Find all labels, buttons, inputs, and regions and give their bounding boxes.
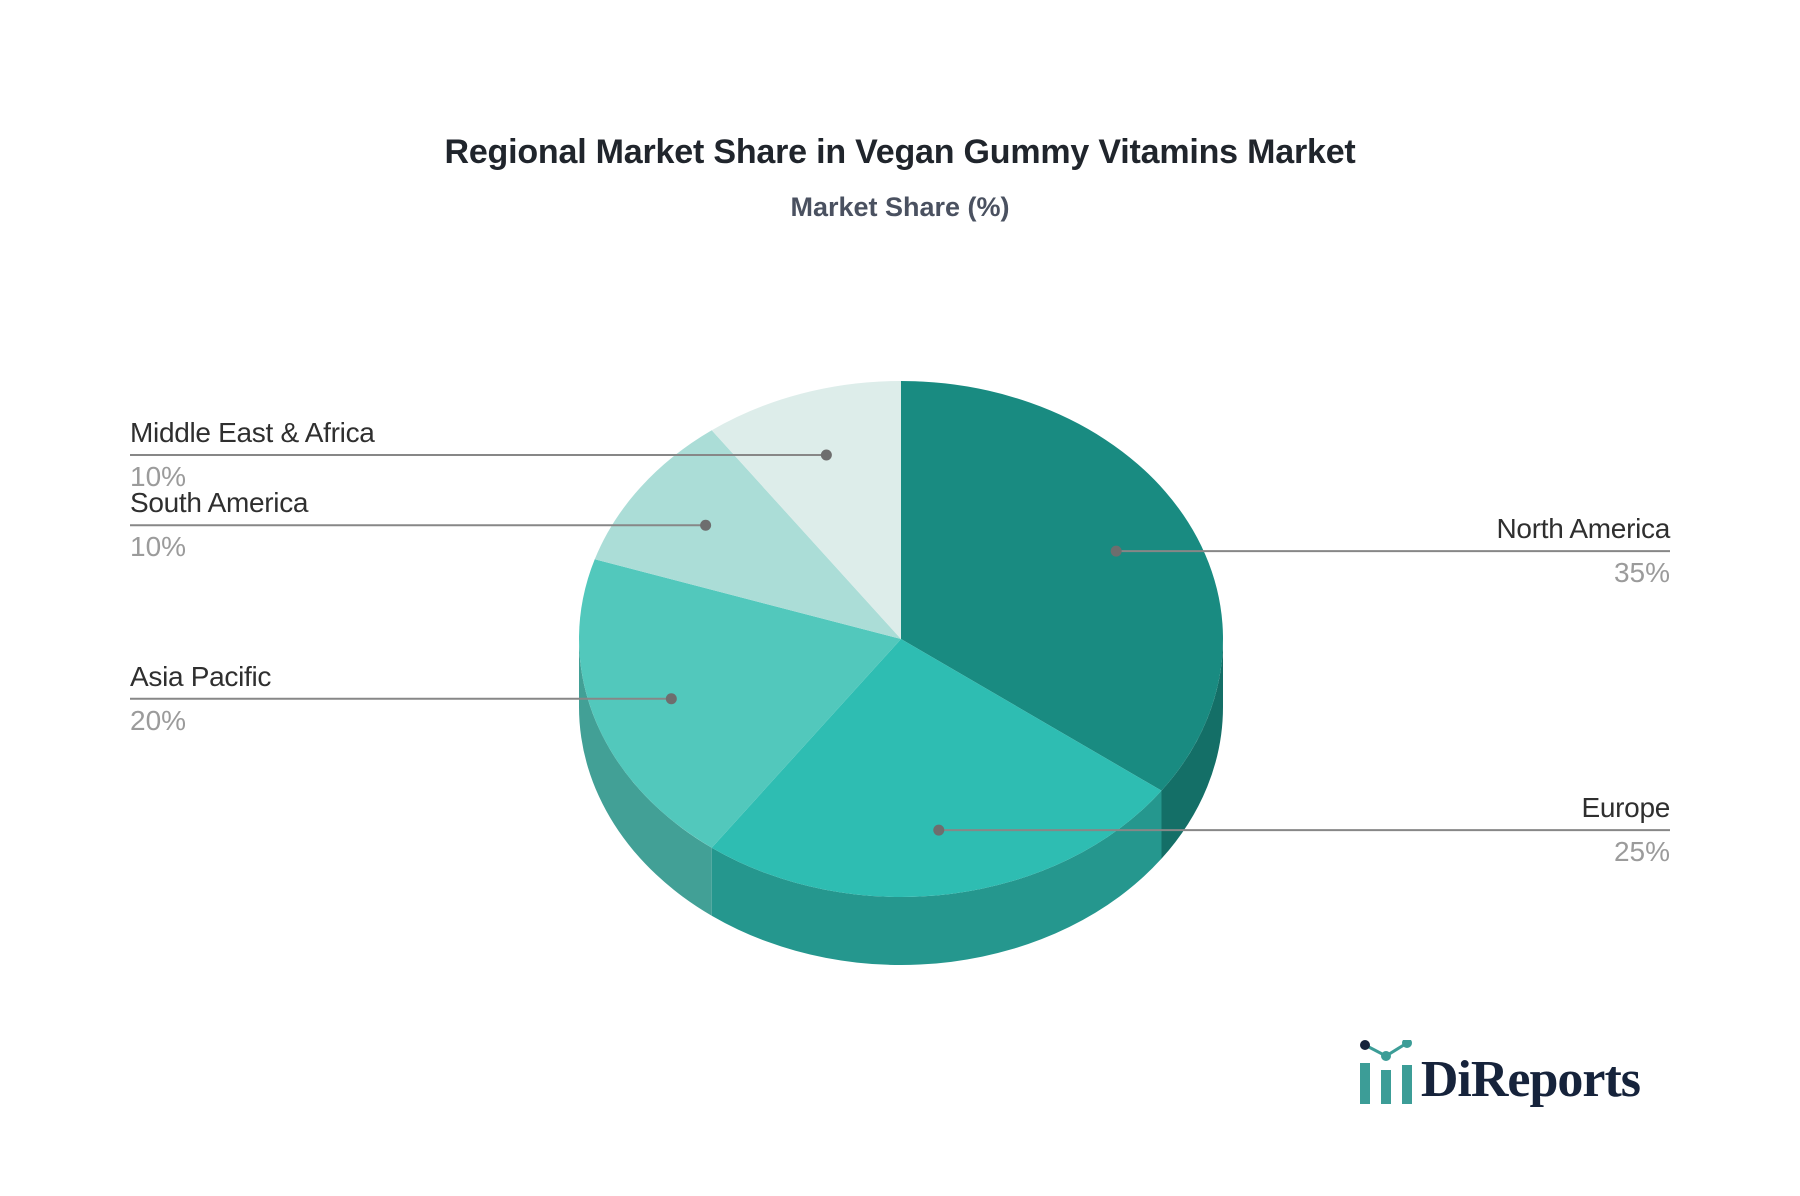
pie-slice-side-asia-pacific	[579, 639, 712, 916]
logo-bar	[1359, 1063, 1370, 1104]
pie-slice-europe[interactable]	[711, 639, 1162, 897]
pie-slice-south-america[interactable]	[594, 430, 901, 639]
leader-dot-asia-pacific	[665, 693, 677, 705]
pie-slice-asia-pacific[interactable]	[579, 559, 901, 848]
logo-dot	[1359, 1040, 1370, 1050]
pie-slice-north-america[interactable]	[901, 381, 1223, 791]
logo-dot	[1380, 1051, 1391, 1061]
leader-dot-south-america	[700, 519, 712, 531]
pie-slice-side-europe	[711, 790, 1162, 965]
leader-dot-europe	[933, 824, 945, 836]
logo-dot	[1401, 1040, 1412, 1048]
pie-slice-side-north-america	[1161, 639, 1223, 859]
chart-title: Regional Market Share in Vegan Gummy Vit…	[444, 133, 1356, 171]
pie-slice-middle-east-africa[interactable]	[711, 381, 901, 639]
logo-bar	[1401, 1065, 1412, 1104]
bar-line-chart-icon	[1359, 1040, 1412, 1104]
leader-dot-middle-east-africa	[820, 449, 832, 461]
logo-bar	[1380, 1070, 1391, 1104]
logo-text: DiReports	[1420, 1051, 1641, 1108]
logo: DiReports	[1357, 1040, 1641, 1108]
leader-dot-north-america	[1110, 545, 1122, 557]
chart-subtitle: Market Share (%)	[790, 192, 1010, 222]
